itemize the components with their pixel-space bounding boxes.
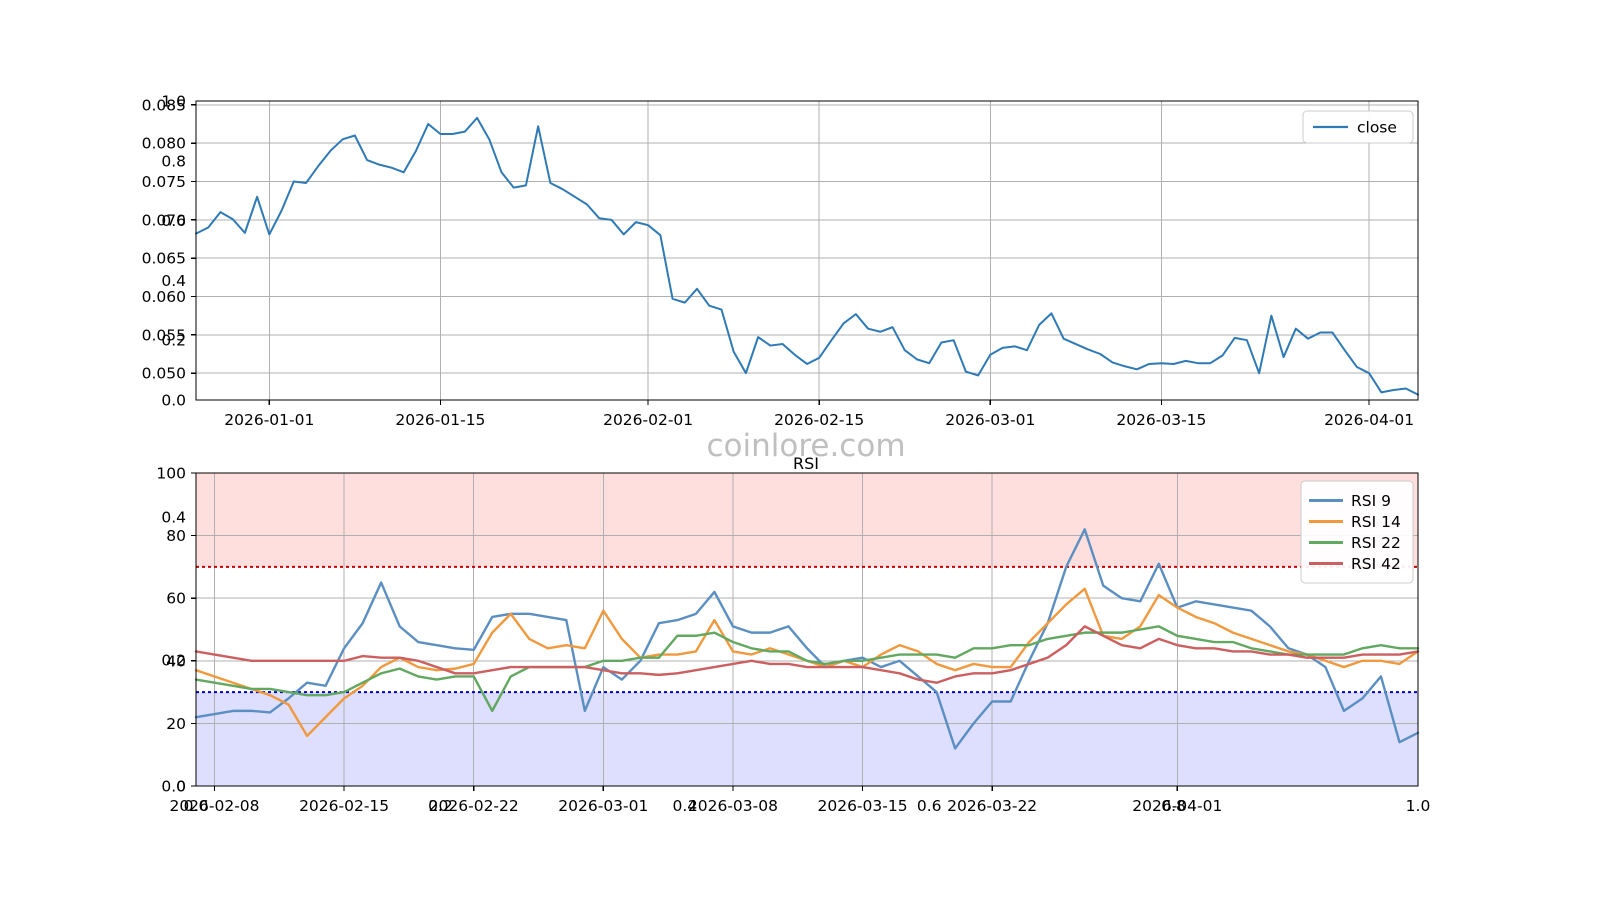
price-plot-background xyxy=(196,101,1418,400)
price-y-tick-labels: 0.085 0.080 0.075 0.070 0.065 0.060 0.055 0.050 xyxy=(142,96,186,382)
price-y-tick-label: 0.055 xyxy=(142,326,186,344)
rsi-y-tick-label-overlay: 0.0 xyxy=(161,778,186,796)
price-y-tick-label-overlay: 0.2 xyxy=(161,332,186,350)
price-y-tick-label: 0.050 xyxy=(142,365,186,383)
rsi-x-tick-label: 2026-04-01 xyxy=(1132,797,1222,815)
price-series-lines xyxy=(195,116,1419,396)
rsi-x-tick-label: 2026-02-22 xyxy=(429,797,519,815)
rsi-y-tick-label-overlay: 0.2 xyxy=(161,652,186,670)
price-y-tick-label-overlay: 0.6 xyxy=(161,212,186,230)
rsi-tick-marks xyxy=(191,472,1178,791)
rsi-x-tick-label-overlay: 0.8 xyxy=(1161,797,1186,815)
rsi-x-tick-label: 2026-03-01 xyxy=(558,797,648,815)
price-gridlines xyxy=(196,101,1418,400)
price-legend-label-close: close xyxy=(1357,119,1397,137)
watermark: coinlore.com xyxy=(706,428,905,464)
rsi-y-tick-label: 100 xyxy=(156,465,186,483)
price-x-tick-label: 2026-01-01 xyxy=(224,411,314,429)
rsi-y-tick-labels-overlay: 0.4 0.2 0.0 xyxy=(161,509,186,796)
price-y-tick-label-overlay: 0.8 xyxy=(161,152,186,170)
price-y-tick-label: 0.080 xyxy=(142,135,186,153)
rsi-legend-label-rsi-42: RSI 42 xyxy=(1351,555,1401,573)
price-y-tick-label: 0.075 xyxy=(142,173,186,191)
rsi-x-tick-label: 2026-03-08 xyxy=(688,797,778,815)
price-y-tick-label: 0.060 xyxy=(142,288,186,306)
rsi-line-rsi-42 xyxy=(194,625,1420,684)
price-axis-spines xyxy=(195,100,1419,401)
price-y-tick-label-overlay: 0.0 xyxy=(161,392,186,410)
price-legend[interactable]: close xyxy=(1302,110,1414,144)
price-x-tick-label: 2026-03-01 xyxy=(945,411,1035,429)
rsi-axis-spines xyxy=(195,472,1419,787)
rsi-y-tick-label-overlay: 0.4 xyxy=(161,509,186,527)
price-x-tick-label: 2026-02-01 xyxy=(603,411,693,429)
overbought-band xyxy=(196,473,1418,567)
price-x-tick-label: 2026-04-01 xyxy=(1324,411,1414,429)
price-x-tick-label: 2026-01-15 xyxy=(395,411,485,429)
price-x-tick-label: 2026-03-15 xyxy=(1116,411,1206,429)
price-tick-marks xyxy=(191,104,1370,405)
rsi-x-tick-label-overlay: 0.0 xyxy=(184,797,209,815)
rsi-y-tick-labels: 100 80 60 40 20 0 xyxy=(156,465,186,796)
price-chart-panel: 0.085 0.080 0.075 0.070 0.065 0.060 0.055 0.050… xyxy=(142,93,1419,429)
rsi-y-tick-label: 60 xyxy=(166,590,186,608)
rsi-legend-label-rsi-22: RSI 22 xyxy=(1351,534,1401,552)
price-line-close xyxy=(195,116,1419,396)
rsi-panel-title: RSI xyxy=(793,454,819,473)
rsi-y-tick-label: 40 xyxy=(166,652,186,670)
price-y-tick-label: 0.065 xyxy=(142,250,186,268)
rsi-y-tick-label: 0 xyxy=(176,778,186,796)
rsi-legend[interactable]: RSI 9 RSI 14 RSI 22 RSI 42 xyxy=(1300,480,1414,584)
rsi-line-rsi-22 xyxy=(194,625,1420,713)
rsi-legend-label-rsi-14: RSI 14 xyxy=(1351,513,1401,531)
rsi-x-tick-label-overlay: 0.6 xyxy=(917,797,942,815)
rsi-x-tick-labels-overlay: 0.0 0.2 0.4 0.6 0.8 1.0 xyxy=(184,797,1431,815)
price-y-tick-label-overlay: 1.0 xyxy=(161,93,186,111)
price-x-tick-label: 2026-02-15 xyxy=(774,411,864,429)
rsi-x-tick-label: 2026-02-08 xyxy=(169,797,259,815)
price-y-tick-label: 0.070 xyxy=(142,211,186,229)
rsi-x-tick-label: 2026-03-15 xyxy=(817,797,907,815)
rsi-y-tick-label: 20 xyxy=(166,715,186,733)
price-y-tick-labels-overlay: 1.0 0.8 0.6 0.4 0.2 0.0 xyxy=(161,93,186,410)
rsi-y-tick-label: 80 xyxy=(166,527,186,545)
rsi-x-tick-labels: 2026-02-08 2026-02-15 2026-02-22 2026-03-01… xyxy=(169,797,1222,815)
rsi-x-tick-label-overlay: 1.0 xyxy=(1406,797,1431,815)
rsi-x-tick-label: 2026-02-15 xyxy=(299,797,389,815)
oversold-band xyxy=(196,692,1418,786)
price-y-tick-label: 0.085 xyxy=(142,96,186,114)
rsi-x-tick-label: 2026-03-22 xyxy=(947,797,1037,815)
price-y-tick-label-overlay: 0.4 xyxy=(161,272,186,290)
rsi-x-tick-label-overlay: 0.4 xyxy=(672,797,697,815)
rsi-series-lines xyxy=(194,528,1420,750)
rsi-legend-label-rsi-9: RSI 9 xyxy=(1351,492,1391,510)
rsi-x-tick-label-overlay: 0.2 xyxy=(428,797,453,815)
rsi-line-rsi-9 xyxy=(194,528,1420,750)
price-x-tick-labels: 2026-01-01 2026-01-15 2026-02-01 2026-02-15… xyxy=(224,411,1414,429)
